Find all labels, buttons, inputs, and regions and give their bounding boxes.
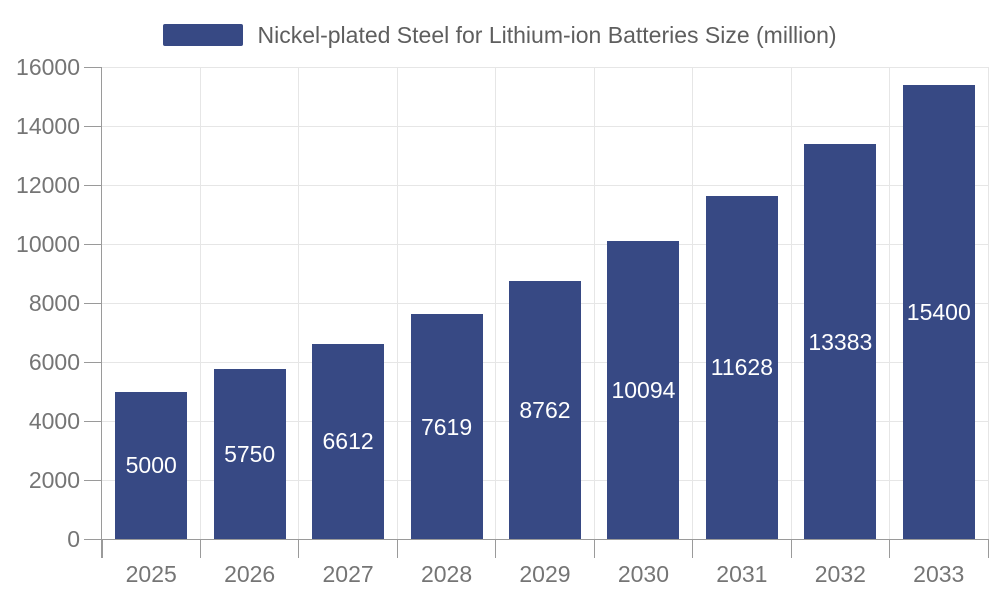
x-tick-label: 2031	[716, 561, 768, 587]
x-tick	[199, 539, 201, 558]
v-gridline	[692, 67, 694, 539]
bar-value-label: 6612	[322, 428, 374, 455]
y-tick-label: 0	[67, 526, 80, 552]
v-gridline	[199, 67, 201, 539]
x-tick	[692, 539, 694, 558]
h-gridline	[102, 243, 988, 245]
x-tick	[790, 539, 792, 558]
y-tick	[84, 302, 102, 304]
y-tick	[84, 66, 102, 68]
x-axis-line	[102, 538, 988, 540]
x-tick	[101, 539, 103, 558]
y-tick	[84, 125, 102, 127]
v-gridline	[790, 67, 792, 539]
bar-value-label: 8762	[519, 396, 571, 423]
v-gridline	[396, 67, 398, 539]
h-gridline	[102, 125, 988, 127]
y-tick-label: 14000	[16, 113, 80, 139]
y-tick	[84, 538, 102, 540]
bar[interactable]	[509, 280, 581, 539]
v-gridline	[495, 67, 497, 539]
y-tick-label: 16000	[16, 54, 80, 80]
x-tick	[298, 539, 300, 558]
y-tick-label: 2000	[28, 467, 80, 493]
x-tick	[495, 539, 497, 558]
x-tick-label: 2029	[519, 561, 571, 587]
y-tick	[84, 243, 102, 245]
bar-value-label: 11628	[710, 354, 773, 381]
bar-value-label: 7619	[420, 413, 473, 440]
y-tick	[84, 361, 102, 363]
v-gridline	[298, 67, 300, 539]
legend-label: Nickel-plated Steel for Lithium-ion Batt…	[257, 22, 837, 48]
y-tick-label: 6000	[28, 349, 80, 375]
bar-value-label: 5000	[125, 452, 177, 479]
bar-value-label: 13383	[808, 328, 873, 355]
x-tick-label: 2027	[322, 561, 374, 587]
x-tick-label: 2030	[617, 561, 670, 587]
y-axis-line	[101, 67, 102, 558]
legend[interactable]: Nickel-plated Steel for Lithium-ion Batt…	[0, 18, 1000, 52]
y-tick	[84, 184, 102, 186]
x-tick-label: 2026	[224, 561, 276, 587]
x-tick	[889, 539, 891, 558]
bar-value-label: 15400	[906, 298, 971, 325]
bar[interactable]	[312, 343, 385, 539]
h-gridline	[102, 66, 988, 68]
y-tick-label: 8000	[28, 290, 80, 316]
bar-value-label: 10094	[611, 377, 676, 404]
y-tick	[84, 420, 102, 422]
x-tick	[396, 539, 398, 558]
bar[interactable]	[804, 144, 877, 539]
x-tick-label: 2028	[420, 561, 473, 587]
v-gridline	[593, 67, 595, 539]
bar-value-label: 5750	[224, 441, 276, 468]
y-tick-label: 10000	[16, 231, 80, 257]
bar[interactable]	[115, 391, 188, 539]
x-tick-label: 2033	[913, 561, 965, 587]
bar[interactable]	[410, 314, 483, 539]
x-tick	[987, 539, 989, 558]
y-tick-label: 4000	[28, 408, 80, 434]
bar[interactable]	[705, 195, 778, 539]
x-tick	[593, 539, 595, 558]
bar[interactable]	[607, 241, 680, 539]
legend-swatch	[163, 24, 244, 46]
v-gridline	[987, 67, 989, 539]
h-gridline	[102, 184, 988, 186]
y-tick-label: 12000	[16, 172, 80, 198]
x-tick-label: 2025	[125, 561, 177, 587]
y-tick	[84, 479, 102, 481]
x-tick-label: 2032	[814, 561, 866, 587]
bar[interactable]	[902, 84, 975, 539]
v-gridline	[889, 67, 891, 539]
bar[interactable]	[213, 369, 286, 539]
